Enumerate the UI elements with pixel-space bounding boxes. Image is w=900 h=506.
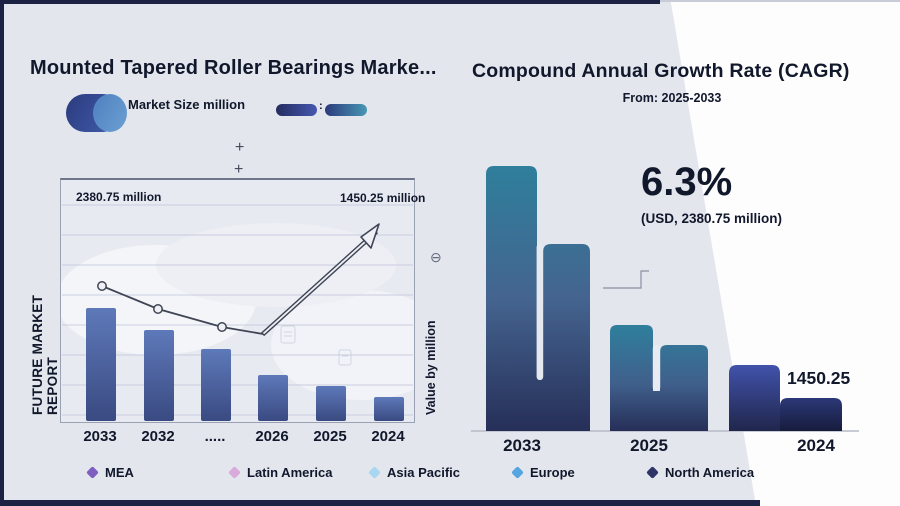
- x-label-2033: 2033: [83, 428, 117, 445]
- end-value-label: 1450.25 million: [340, 191, 426, 205]
- x-label-2024-right: 2024: [797, 436, 835, 455]
- trend-markers: [97, 281, 227, 332]
- legend-item-mea[interactable]: MEA: [86, 465, 134, 480]
- x-label-dots: .....: [204, 428, 226, 445]
- market-size-chart: [60, 178, 415, 423]
- ratio-pill-left: [276, 104, 317, 116]
- start-value-label: 2380.75 million: [76, 190, 162, 204]
- bar-pair-2033: [486, 166, 590, 431]
- value-axis-label: Value by million: [424, 320, 438, 415]
- cagr-title: Compound Annual Growth Rate (CAGR): [472, 60, 850, 82]
- legend-label: Europe: [530, 465, 575, 480]
- bearing-logo-cap: [93, 94, 127, 132]
- market-size-chart-svg: [61, 204, 414, 421]
- value-callout-1450: 1450.25: [787, 368, 851, 388]
- zoom-out-icon[interactable]: ⊖: [430, 249, 442, 265]
- x-label-2032: 2032: [141, 428, 175, 445]
- frame-bottom: [0, 500, 760, 506]
- market-title: Mounted Tapered Roller Bearings Marke...: [30, 57, 437, 79]
- trend-line: [101, 285, 264, 335]
- legend-item-asia-pacific[interactable]: Asia Pacific: [368, 465, 460, 480]
- x-label-2025-right: 2025: [630, 436, 668, 455]
- bar-pair-2024: [729, 365, 842, 431]
- legend-label: North America: [665, 465, 755, 480]
- watermark-future-market-report: FUTURE MARKET REPORT: [30, 294, 60, 415]
- legend-label: Latin America: [247, 465, 333, 480]
- legend-diamond-icon: [368, 466, 381, 479]
- document-watermark-icon: [280, 325, 352, 366]
- legend-item-north-america[interactable]: North America: [646, 465, 755, 480]
- frame-left: [0, 0, 4, 506]
- x-label-2024: 2024: [371, 428, 405, 445]
- legend-label: Asia Pacific: [387, 465, 460, 480]
- legend-item-europe[interactable]: Europe: [511, 465, 575, 480]
- legend-diamond-icon: [86, 466, 99, 479]
- cagr-subtitle: From: 2025-2033: [622, 91, 722, 105]
- market-size-bars: [86, 308, 404, 421]
- legend-label: MEA: [105, 465, 134, 480]
- zoom-in-icon[interactable]: +: [235, 139, 245, 156]
- legend-diamond-icon: [228, 466, 241, 479]
- frame-top: [0, 0, 660, 4]
- ratio-separator: :: [319, 100, 323, 112]
- x-label-2026: 2026: [255, 428, 289, 445]
- x-label-2025: 2025: [313, 428, 347, 445]
- cagr-bar-chart-svg: [471, 166, 859, 432]
- x-label-2033-right: 2033: [503, 436, 541, 455]
- bearing-logo-icon: [66, 93, 130, 133]
- bar-gap-notch: [652, 345, 661, 391]
- bar-gap-notch: [536, 244, 544, 380]
- cagr-note: (USD, 2380.75 million): [641, 211, 783, 226]
- market-size-label: Market Size million: [128, 97, 246, 112]
- legend-item-latin-america[interactable]: Latin America: [228, 465, 333, 480]
- bar-pair-2025: [610, 325, 708, 431]
- ratio-pill-right: [325, 104, 367, 116]
- cagr-value: 6.3%: [641, 160, 733, 204]
- legend-diamond-icon: [646, 466, 659, 479]
- gridlines: [62, 204, 413, 416]
- step-bracket-decoration: [603, 270, 649, 289]
- frame-top-light: [660, 0, 900, 2]
- cloud-shape: [271, 290, 414, 400]
- zoom-in-icon[interactable]: +: [234, 161, 244, 178]
- growth-arrow-head-icon: [360, 223, 380, 249]
- legend-diamond-icon: [511, 466, 524, 479]
